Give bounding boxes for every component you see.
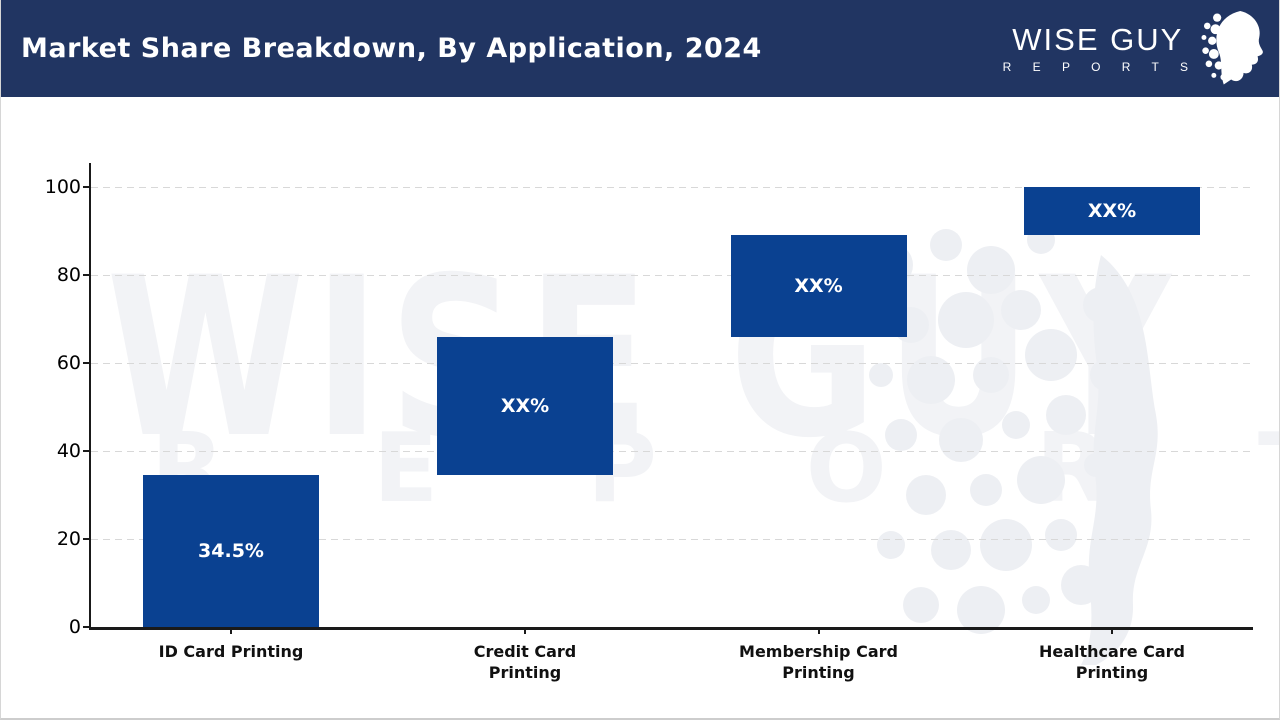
- logo-head-icon: [1201, 10, 1263, 84]
- bar-segment: XX%: [1024, 187, 1200, 236]
- x-tick-mark: [1111, 627, 1113, 634]
- y-axis-line: [89, 163, 91, 630]
- page-title: Market Share Breakdown, By Application, …: [21, 33, 762, 64]
- wise-guy-logo: WISE GUY R E P O R T S: [999, 6, 1265, 92]
- x-axis-category-label: ID Card Printing: [158, 642, 304, 661]
- y-tick-mark: [83, 450, 91, 452]
- y-tick-mark: [83, 362, 91, 364]
- logo-wordmark-line1: WISE GUY: [1012, 21, 1184, 57]
- gridline: [91, 187, 1253, 188]
- bar-segment: 34.5%: [143, 475, 319, 627]
- gridline: [91, 451, 1253, 452]
- y-axis-tick-label: 80: [56, 264, 81, 286]
- bar-value-label: XX%: [1087, 200, 1137, 223]
- y-axis-tick-label: 20: [56, 528, 81, 550]
- y-axis-tick-label: 0: [68, 616, 81, 638]
- bar-value-label: 34.5%: [198, 540, 264, 563]
- logo-wordmark: WISE GUY R E P O R T S: [999, 24, 1197, 74]
- y-tick-mark: [83, 274, 91, 276]
- x-tick-mark: [230, 627, 232, 634]
- x-axis-line: [89, 627, 1253, 630]
- y-axis-tick-label: 60: [56, 352, 81, 374]
- gridline: [91, 275, 1253, 276]
- bar-value-label: XX%: [500, 394, 550, 417]
- header-bar: Market Share Breakdown, By Application, …: [1, 0, 1279, 97]
- watermark-head-icon: [869, 226, 1158, 665]
- y-tick-mark: [83, 186, 91, 188]
- bar-value-label: XX%: [794, 274, 843, 297]
- x-axis-category-label: Credit Card Printing: [473, 642, 577, 682]
- y-axis-tick-label: 100: [44, 176, 81, 198]
- x-axis-category-label: Membership Card Printing: [739, 642, 898, 682]
- y-tick-mark: [83, 538, 91, 540]
- y-tick-mark: [83, 626, 91, 628]
- gridline: [91, 539, 1253, 540]
- logo-wordmark-line2: R E P O R T S: [1002, 59, 1197, 74]
- x-tick-mark: [817, 627, 820, 634]
- bar-segment: XX%: [730, 235, 907, 337]
- gridline: [91, 363, 1253, 364]
- y-axis-tick-label: 40: [56, 440, 81, 462]
- bar-segment: XX%: [437, 336, 613, 476]
- x-axis-category-label: Healthcare Card Printing: [1038, 642, 1186, 682]
- x-tick-mark: [524, 627, 526, 634]
